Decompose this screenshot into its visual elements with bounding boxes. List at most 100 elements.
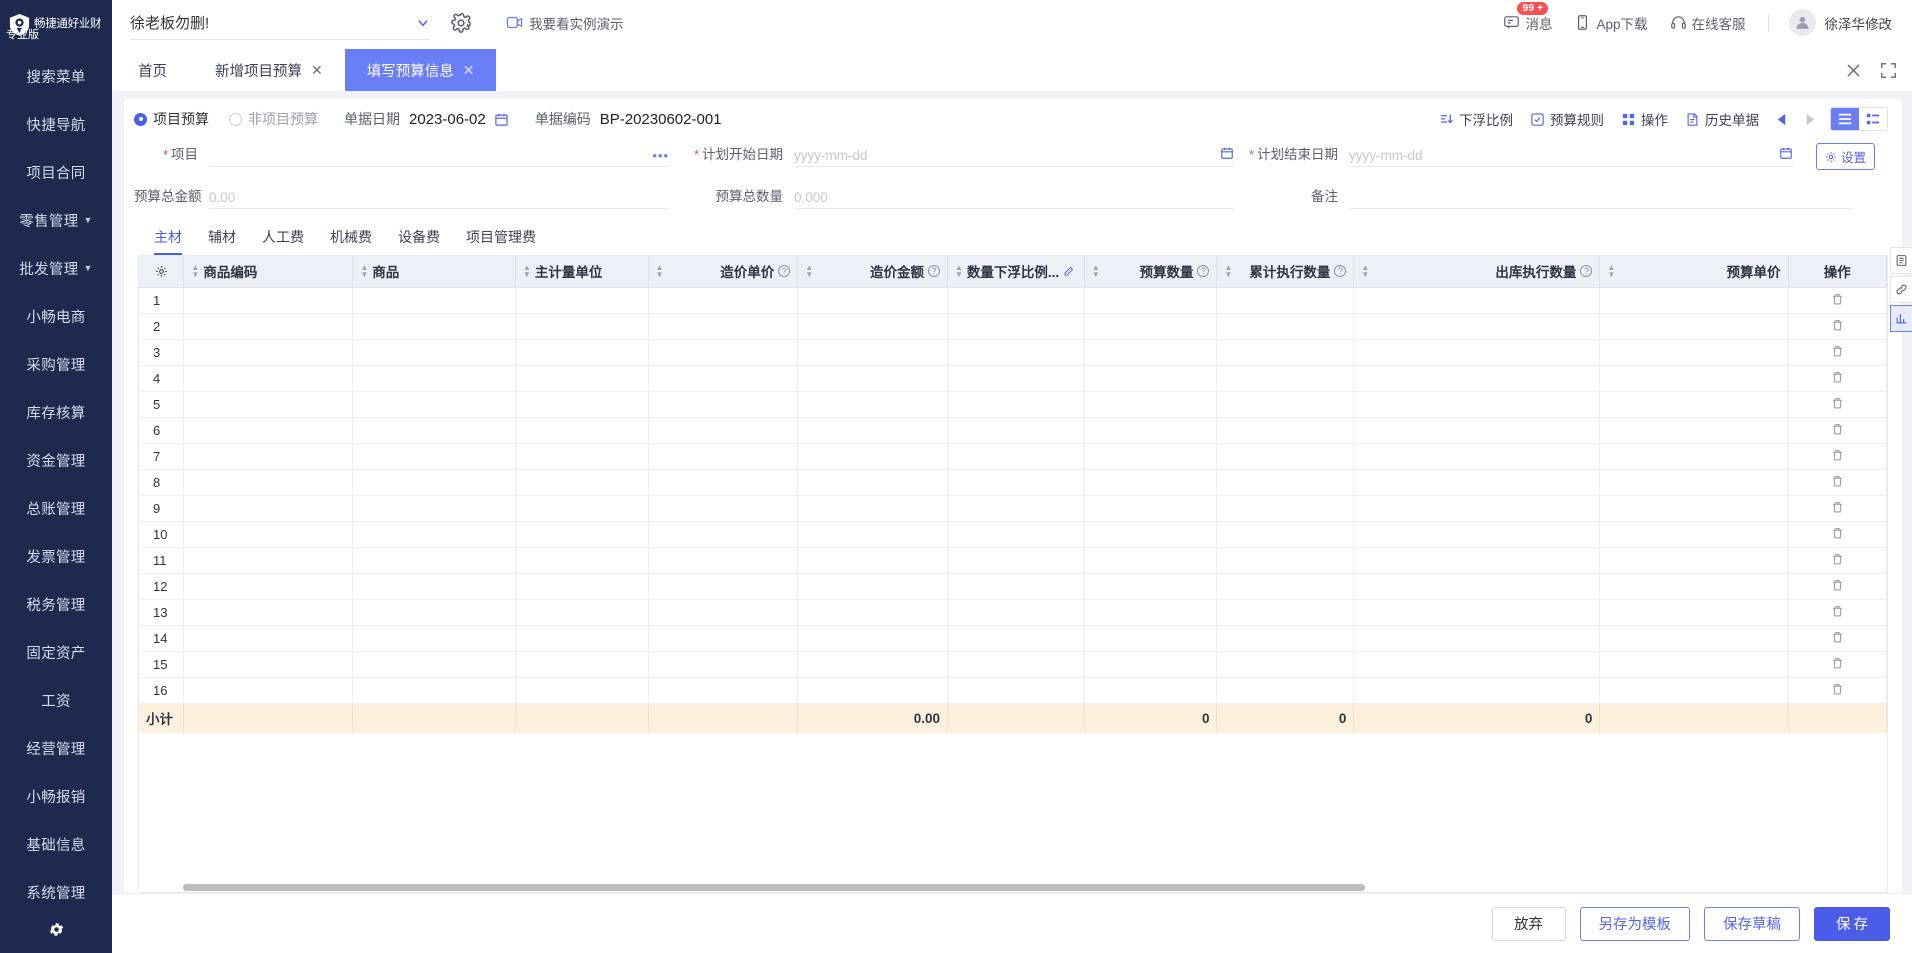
cell-cost-price[interactable] — [648, 625, 799, 652]
cell-outbound-qty[interactable] — [1353, 287, 1601, 314]
cell-budget-price[interactable] — [1599, 391, 1789, 418]
sidebar-item-tax-management[interactable]: 税务管理 — [0, 580, 112, 628]
calendar-icon-wrap[interactable] — [1220, 146, 1234, 163]
cell-budget-price[interactable] — [1599, 599, 1789, 626]
settings-button[interactable]: 设置 — [1816, 143, 1876, 170]
trash-icon[interactable] — [1831, 318, 1844, 332]
cell-cost-amount[interactable] — [797, 443, 948, 470]
sort-icon[interactable]: ▲ ▼ — [1361, 263, 1370, 280]
cell-budget-price[interactable] — [1599, 443, 1789, 470]
cell-cost-amount[interactable] — [797, 677, 948, 704]
sidebar-item-ecommerce[interactable]: 小畅电商 — [0, 292, 112, 340]
sidebar-item-reimbursement[interactable]: 小畅报销 — [0, 772, 112, 820]
cell-unit[interactable] — [515, 625, 649, 652]
cell-qty-float-ratio[interactable] — [947, 495, 1085, 522]
cell-cost-price[interactable] — [648, 651, 799, 678]
cell-cost-amount[interactable] — [797, 573, 948, 600]
cell-budget-qty[interactable] — [1084, 599, 1218, 626]
cell-outbound-qty[interactable] — [1353, 339, 1601, 366]
trash-icon[interactable] — [1831, 474, 1844, 488]
save-draft-button[interactable]: 保存草稿 — [1704, 906, 1800, 941]
cell-product[interactable] — [352, 573, 516, 600]
sidebar-item-system-management[interactable]: 系统管理 — [0, 868, 112, 905]
help-icon[interactable]: ? — [927, 265, 940, 278]
cell-cumulative-qty[interactable] — [1216, 677, 1355, 704]
cell-product-code[interactable] — [183, 339, 354, 366]
trash-icon[interactable] — [1831, 396, 1844, 410]
table-row[interactable]: 13 — [139, 599, 1887, 626]
sidebar-item-payroll[interactable]: 工资 — [0, 676, 112, 724]
rail-link[interactable] — [1890, 276, 1912, 303]
cell-cost-amount[interactable] — [797, 339, 948, 366]
cell-unit[interactable] — [515, 599, 649, 626]
trash-icon[interactable] — [1831, 552, 1844, 566]
cell-budget-qty[interactable] — [1084, 495, 1218, 522]
card-view-button[interactable] — [1859, 108, 1887, 130]
cell-cost-amount[interactable] — [797, 599, 948, 626]
sidebar-item-inventory-accounting[interactable]: 库存核算 — [0, 388, 112, 436]
col-product[interactable]: ▲ ▼ 商品 — [352, 256, 516, 288]
cell-cost-price[interactable] — [648, 417, 799, 444]
subtab-equipment-cost[interactable]: 设备费 — [398, 227, 440, 255]
cell-qty-float-ratio[interactable] — [947, 547, 1085, 574]
cell-cost-amount[interactable] — [797, 625, 948, 652]
cell-outbound-qty[interactable] — [1353, 521, 1601, 548]
cell-product-code[interactable] — [183, 547, 354, 574]
sidebar-item-purchase-management[interactable]: 采购管理 — [0, 340, 112, 388]
cell-outbound-qty[interactable] — [1353, 417, 1601, 444]
cell-cost-price[interactable] — [648, 287, 799, 314]
col-budget-qty[interactable]: ▲ ▼ 预算数量? — [1084, 256, 1218, 288]
subtab-machinery-cost[interactable]: 机械费 — [330, 227, 372, 255]
sidebar-item-general-ledger[interactable]: 总账管理 — [0, 484, 112, 532]
cell-outbound-qty[interactable] — [1353, 547, 1601, 574]
radio-non-project-budget[interactable]: 非项目预算 — [229, 109, 318, 129]
table-row[interactable]: 12 — [139, 573, 1887, 600]
trash-icon[interactable] — [1831, 630, 1844, 644]
rail-chart[interactable] — [1890, 305, 1912, 332]
subtab-project-mgmt-fee[interactable]: 项目管理费 — [466, 227, 536, 255]
cell-outbound-qty[interactable] — [1353, 573, 1601, 600]
cell-product-code[interactable] — [183, 573, 354, 600]
cell-cost-price[interactable] — [648, 677, 799, 704]
cell-budget-price[interactable] — [1599, 287, 1789, 314]
cell-budget-price[interactable] — [1599, 677, 1789, 704]
btn-operations[interactable]: 操作 — [1621, 109, 1668, 129]
table-row[interactable]: 2 — [139, 313, 1887, 340]
sort-icon[interactable]: ▲ ▼ — [1091, 263, 1100, 280]
avatar[interactable] — [1788, 9, 1816, 36]
subtab-aux-material[interactable]: 辅材 — [208, 227, 236, 255]
subtab-main-material[interactable]: 主材 — [154, 227, 182, 255]
start-date-input[interactable]: yyyy-mm-dd — [794, 143, 1234, 167]
cell-product-code[interactable] — [183, 677, 354, 704]
tab-fill-budget-info[interactable]: 填写预算信息 ✕ — [344, 49, 497, 91]
col-outbound-qty[interactable]: ▲ ▼ 出库执行数量? — [1353, 256, 1601, 288]
cell-cumulative-qty[interactable] — [1216, 573, 1355, 600]
close-icon[interactable]: ✕ — [311, 61, 323, 78]
close-icon[interactable]: ✕ — [462, 61, 475, 78]
table-row[interactable]: 8 — [139, 469, 1887, 496]
cell-product-code[interactable] — [183, 365, 354, 392]
cell-qty-float-ratio[interactable] — [947, 469, 1085, 496]
cell-cumulative-qty[interactable] — [1216, 469, 1355, 496]
cell-cost-amount[interactable] — [797, 469, 948, 496]
cell-budget-price[interactable] — [1599, 521, 1789, 548]
col-cost-amount[interactable]: ▲ ▼ 造价金额? — [797, 256, 948, 288]
col-unit[interactable]: ▲ ▼ 主计量单位 — [515, 256, 649, 288]
cell-cost-price[interactable] — [648, 469, 799, 496]
cell-outbound-qty[interactable] — [1353, 469, 1601, 496]
trash-icon[interactable] — [1831, 604, 1844, 618]
scrollbar-thumb[interactable] — [183, 884, 1365, 891]
cell-product-code[interactable] — [183, 651, 354, 678]
table-row[interactable]: 9 — [139, 495, 1887, 522]
cell-product-code[interactable] — [183, 313, 354, 340]
cell-product-code[interactable] — [183, 469, 354, 496]
cell-outbound-qty[interactable] — [1353, 313, 1601, 340]
cell-unit[interactable] — [515, 313, 649, 340]
cell-qty-float-ratio[interactable] — [947, 599, 1085, 626]
cell-unit[interactable] — [515, 287, 649, 314]
cell-unit[interactable] — [515, 573, 649, 600]
cell-cost-amount[interactable] — [797, 365, 948, 392]
table-row[interactable]: 11 — [139, 547, 1887, 574]
cell-product[interactable] — [352, 417, 516, 444]
user-name[interactable]: 徐泽华修改 — [1824, 16, 1893, 32]
